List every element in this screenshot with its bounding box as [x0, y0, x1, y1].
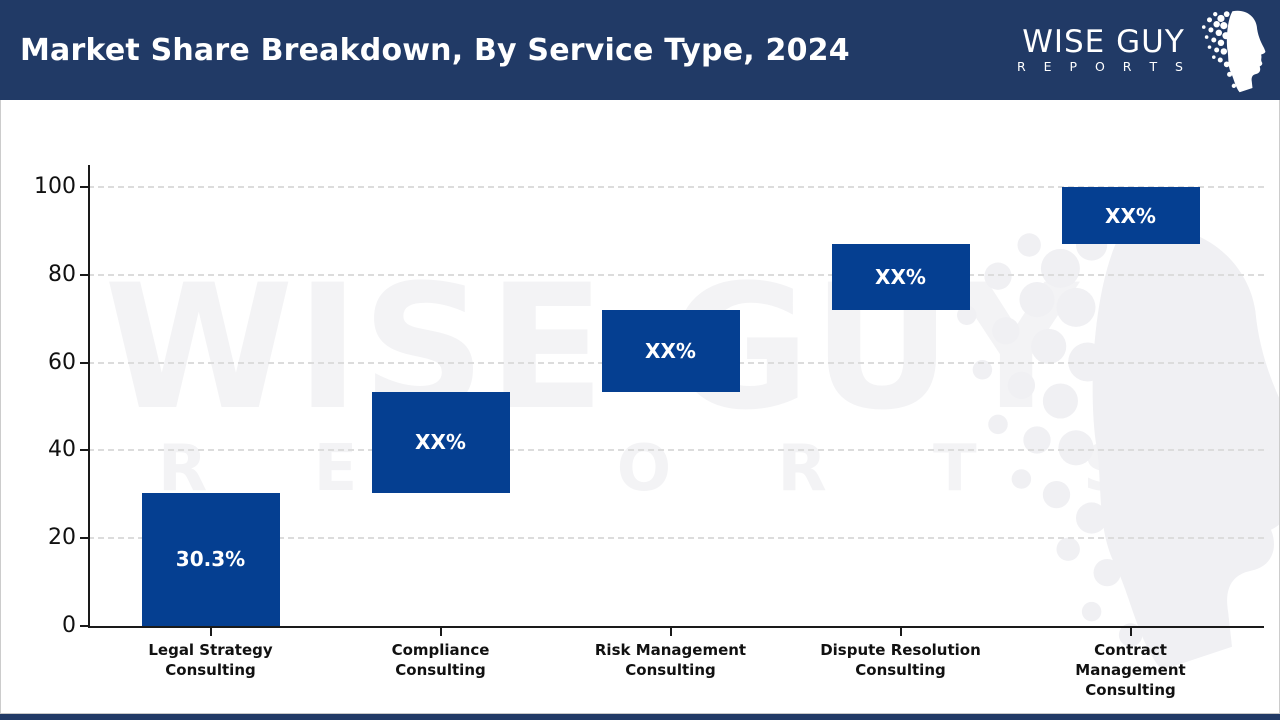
x-axis-category-label: Risk Management Consulting [551, 640, 791, 680]
x-axis-category-line: Consulting [395, 661, 486, 679]
x-axis-tickmark [669, 628, 672, 636]
x-axis-category-line: Contract [1094, 641, 1167, 659]
footer-accent-bar [0, 714, 1280, 720]
y-axis-tickmark [80, 625, 88, 627]
y-axis-tickmark [80, 449, 88, 452]
x-axis-category-line: Consulting [165, 661, 256, 679]
waterfall-bar: XX% [1061, 187, 1200, 245]
chart-title: Market Share Breakdown, By Service Type,… [20, 32, 850, 68]
watermark-reports-text: R E P O R T S [158, 432, 1172, 506]
x-axis-tickmark [1129, 628, 1132, 636]
y-gridline [88, 273, 1264, 276]
x-axis-category-line: Management [1075, 661, 1186, 679]
x-axis-category-label: Compliance Consulting [321, 640, 561, 680]
logo-reports-text: R E P O R T S [1016, 58, 1190, 74]
logo-face-icon [1201, 10, 1266, 93]
y-axis-tick-label: 20 [48, 525, 76, 551]
y-gridline [88, 449, 1264, 452]
x-axis-category-label: Dispute Resolution Consulting [781, 640, 1021, 680]
y-axis-tickmark [80, 186, 88, 188]
header-bar: Market Share Breakdown, By Service Type,… [0, 0, 1280, 100]
bottom-hairline [0, 713, 1280, 714]
x-axis-category-line: Consulting [855, 661, 946, 679]
x-axis-line [88, 626, 1264, 628]
waterfall-bar: 30.3% [141, 492, 280, 626]
y-axis-tickmark [80, 361, 88, 364]
y-axis-line [88, 165, 90, 628]
y-gridline [88, 186, 1264, 188]
bar-value-label: XX% [875, 264, 926, 289]
y-axis-tick-label: 80 [48, 261, 76, 287]
y-axis-tick-label: 40 [48, 437, 76, 463]
wiseguy-logo: WISE GUY R E P O R T S [1017, 7, 1280, 93]
x-axis-tickmark [439, 628, 442, 636]
x-axis-category-line: Risk Management [594, 641, 747, 659]
y-axis-tick-label: 0 [62, 613, 76, 638]
logo-text-block: WISE GUY R E P O R T S [1017, 26, 1190, 75]
x-axis-category-line: Compliance [391, 641, 490, 659]
y-axis-tickmark [80, 273, 88, 276]
x-axis-category-line: Dispute Resolution [820, 641, 981, 659]
bar-value-label: XX% [1105, 203, 1156, 228]
x-axis-category-line: Legal Strategy [148, 641, 273, 659]
waterfall-bar: XX% [601, 309, 740, 392]
bar-value-label: 30.3% [175, 547, 246, 572]
x-axis-tickmark [899, 628, 902, 636]
waterfall-bar: XX% [831, 244, 970, 310]
y-axis-tickmark [80, 537, 88, 540]
bar-value-label: XX% [415, 430, 466, 455]
y-axis-tick-label: 60 [48, 349, 76, 375]
left-border [0, 100, 1, 714]
bar-value-label: XX% [645, 338, 696, 363]
x-axis-category-label: Legal Strategy Consulting [91, 640, 331, 680]
x-axis-category-line: Consulting [1085, 681, 1176, 699]
waterfall-bar: XX% [371, 392, 510, 493]
y-gridline [88, 537, 1264, 540]
logo-wordmark: WISE GUY [1022, 23, 1185, 60]
y-axis-tick-label: 100 [34, 174, 76, 199]
x-axis-category-line: Consulting [625, 661, 716, 679]
x-axis-tickmark [209, 628, 212, 636]
x-axis-category-label: Contract Management Consulting [1011, 640, 1251, 700]
